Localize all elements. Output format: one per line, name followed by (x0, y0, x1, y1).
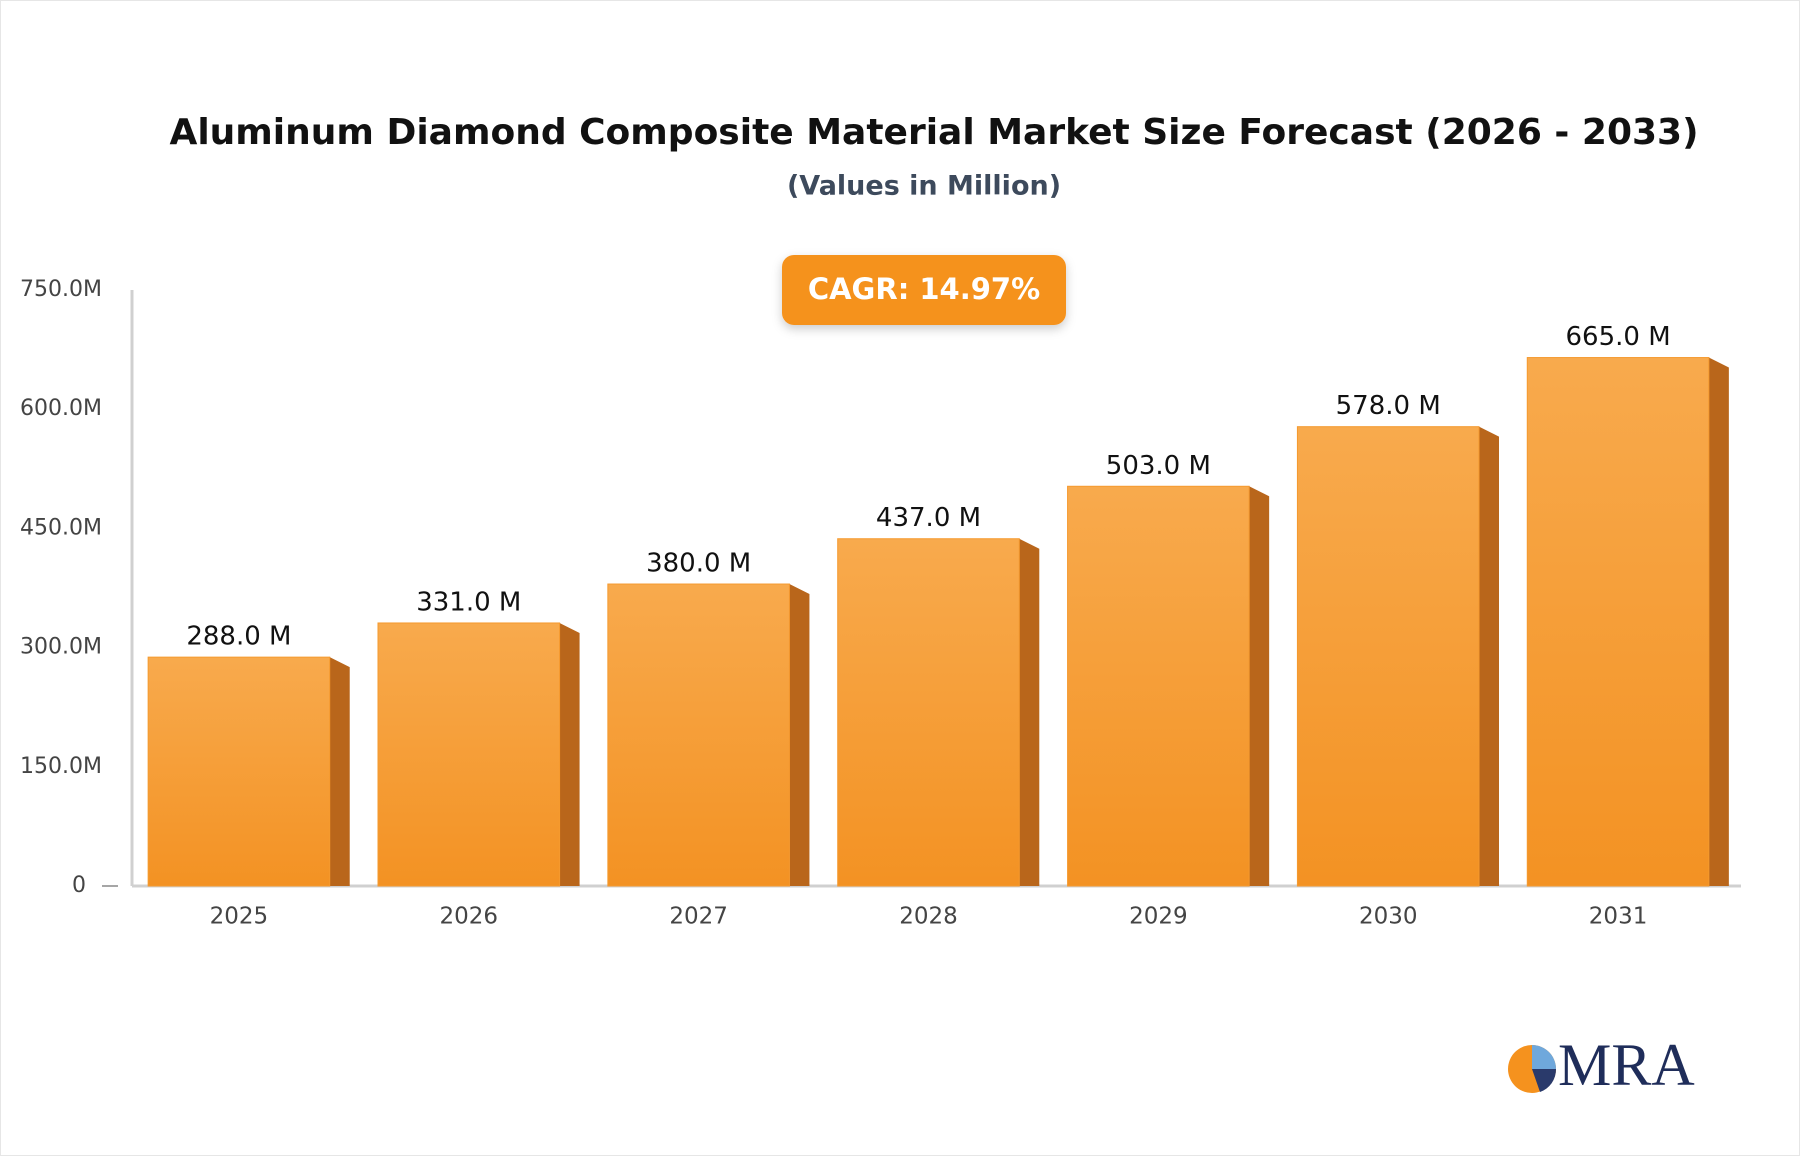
bar-side (1019, 538, 1040, 886)
x-tick-label: 2026 (440, 904, 499, 930)
bar (377, 622, 561, 887)
x-tick-label: 2030 (1359, 904, 1418, 930)
value-label: 331.0 M (416, 587, 521, 617)
x-tick-label: 2029 (1129, 904, 1188, 930)
bar (837, 538, 1020, 887)
x-tick-label: 2031 (1589, 904, 1648, 930)
bar (1067, 485, 1250, 887)
bar (1526, 357, 1710, 887)
y-tick-label: 0 (72, 873, 86, 898)
chart-title: Aluminum Diamond Composite Material Mark… (169, 112, 1698, 153)
logo-icon-slice (1532, 1069, 1557, 1092)
value-label: 437.0 M (876, 503, 981, 533)
value-label: 578.0 M (1336, 391, 1441, 421)
value-label: 665.0 M (1566, 322, 1671, 352)
cagr-text: CAGR: 14.97% (808, 272, 1040, 306)
y-tick-label: 750.0M (20, 277, 102, 302)
value-label: 288.0 M (186, 622, 291, 652)
chart-subtitle: (Values in Million) (787, 171, 1061, 202)
bar-side (559, 622, 580, 886)
value-label: 380.0 M (646, 549, 751, 579)
bar-side (789, 584, 810, 886)
y-tick-label: 450.0M (20, 515, 102, 540)
bar (147, 656, 331, 887)
bar-side (1479, 426, 1500, 886)
y-tick-label: 150.0M (20, 754, 102, 779)
bar (1296, 426, 1480, 887)
bar-side (1708, 357, 1729, 887)
value-label: 503.0 M (1106, 451, 1211, 481)
cagr-badge (782, 255, 1066, 325)
x-tick-label: 2027 (669, 904, 728, 930)
x-tick-label: 2028 (899, 904, 958, 930)
y-tick-label: 600.0M (20, 396, 102, 421)
logo-text: MRA (1558, 1032, 1695, 1098)
logo: MRA (1508, 1032, 1695, 1098)
x-tick-label: 2025 (210, 904, 269, 930)
bar-side (1249, 486, 1270, 886)
bar-side (329, 657, 350, 886)
y-tick-label: 300.0M (20, 635, 102, 660)
logo-icon-slice (1532, 1045, 1556, 1069)
bar (607, 583, 790, 887)
